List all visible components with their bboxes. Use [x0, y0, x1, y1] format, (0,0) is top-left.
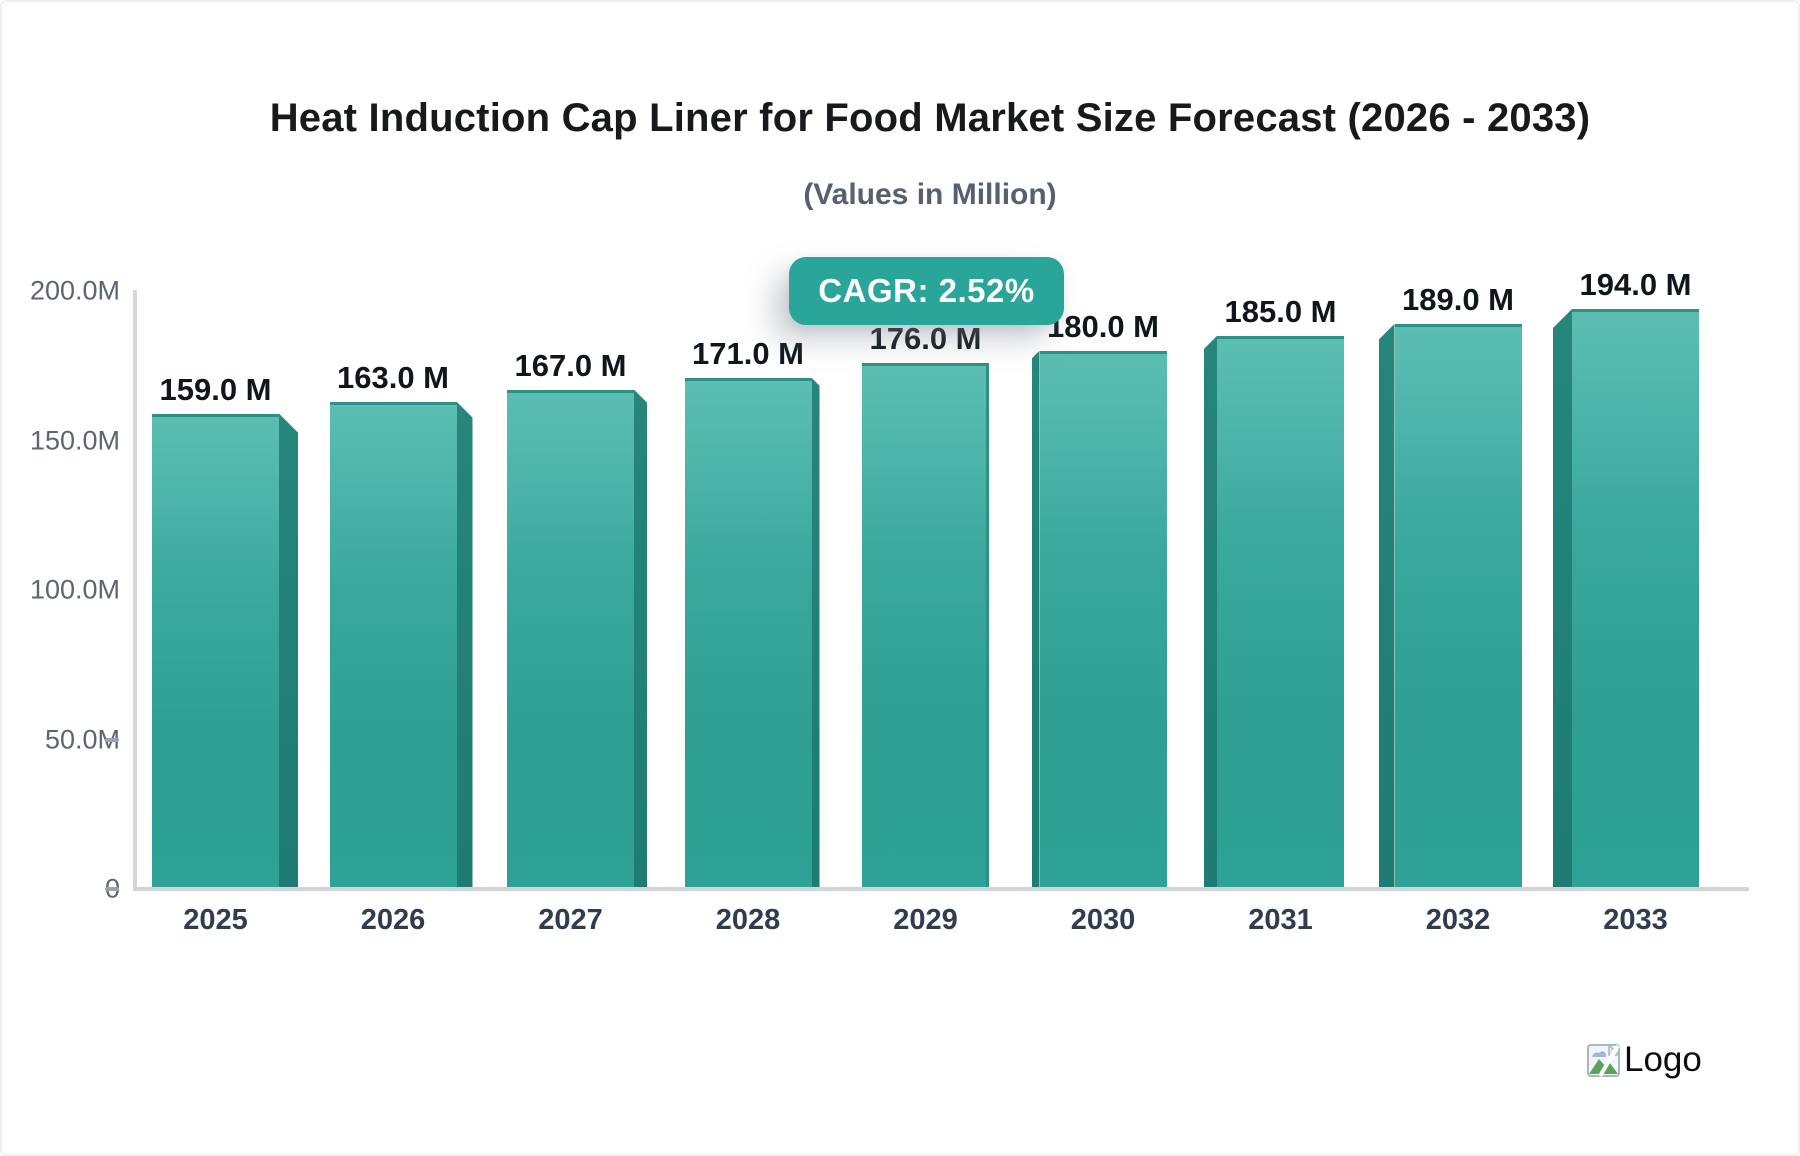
bar-value-label: 171.0 M	[691, 335, 804, 371]
bar-value-label: 189.0 M	[1401, 281, 1514, 317]
x-axis-label: 2029	[893, 904, 958, 936]
x-axis-label: 2030	[1070, 904, 1136, 936]
cagr-badge: CAGR: 2.52%	[789, 257, 1064, 325]
bar	[684, 377, 812, 889]
bar-value-label: 163.0 M	[336, 359, 449, 395]
bar	[329, 401, 457, 889]
y-axis-tick	[105, 737, 119, 742]
x-axis-label: 2033	[1603, 904, 1668, 936]
logo: Logo	[1586, 1040, 1702, 1080]
bar	[1394, 323, 1522, 889]
logo-text: Logo	[1624, 1040, 1702, 1079]
bar-value-label: 159.0 M	[159, 371, 272, 407]
y-axis-label: 50.0M	[44, 724, 120, 754]
y-axis-label: 0	[10, 874, 120, 905]
bar-side	[1553, 308, 1572, 889]
x-axis-label: 2032	[1425, 904, 1491, 936]
bar	[1217, 335, 1344, 889]
bar-side	[1031, 350, 1040, 889]
x-axis-line	[133, 887, 1749, 891]
y-axis-label: 100.0M	[29, 574, 120, 605]
bar-side	[634, 389, 647, 889]
bar-value-label: 185.0 M	[1224, 293, 1337, 329]
chart-subtitle: (Values in Million)	[803, 178, 1057, 211]
bar-side	[1204, 335, 1217, 889]
y-axis-label: 200.0M	[29, 275, 120, 306]
bar	[507, 389, 634, 889]
bar-side	[1378, 323, 1395, 889]
bar-side	[279, 413, 298, 889]
x-axis-label: 2026	[360, 904, 426, 936]
bar-value-label: 180.0 M	[1046, 308, 1159, 344]
y-axis-label: 150.0M	[29, 425, 120, 455]
x-axis-label: 2031	[1248, 904, 1313, 936]
chart-title: Heat Induction Cap Liner for Food Market…	[269, 96, 1591, 140]
x-axis-label: 2028	[715, 904, 781, 936]
y-axis-tick	[105, 887, 119, 891]
y-axis-line	[133, 290, 137, 891]
bar	[152, 413, 279, 889]
bar-value-label: 194.0 M	[1579, 266, 1692, 302]
bar-side	[811, 377, 820, 889]
bar	[862, 362, 989, 889]
x-axis-label: 2025	[183, 904, 248, 936]
x-axis-label: 2027	[538, 904, 603, 936]
bar	[1039, 350, 1167, 889]
bar-side	[456, 401, 473, 889]
broken-image-icon	[1587, 1042, 1621, 1077]
bar-value-label: 167.0 M	[514, 347, 627, 383]
bar	[1572, 308, 1699, 889]
bar-value-label: 176.0 M	[869, 320, 982, 356]
